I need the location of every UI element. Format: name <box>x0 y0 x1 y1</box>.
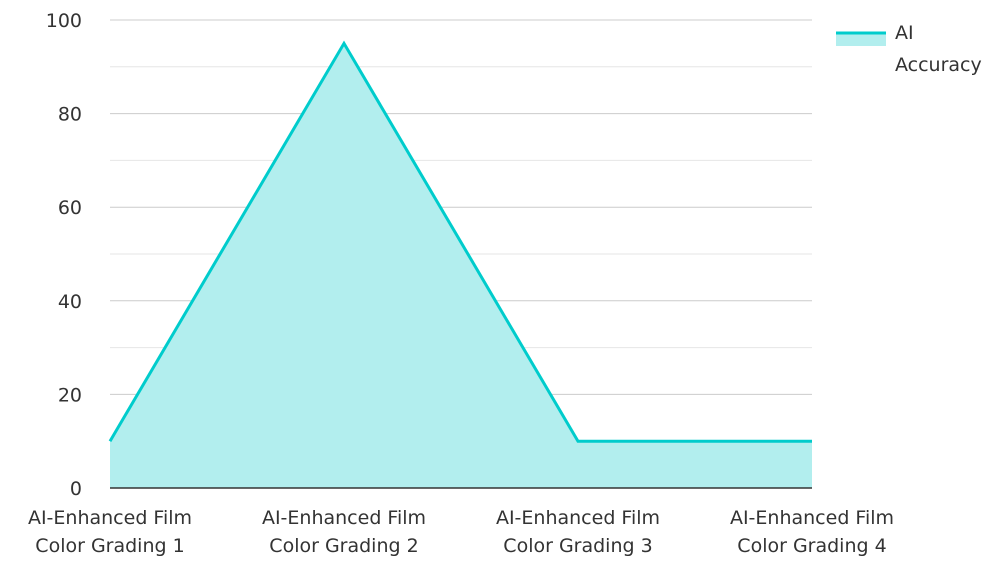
x-tick-label: AI-Enhanced Film Color Grading 3 <box>496 507 660 557</box>
y-tick-label: 40 <box>58 291 82 313</box>
legend-swatch-fill <box>836 33 886 46</box>
x-tick-label: AI-Enhanced Film Color Grading 4 <box>730 507 894 557</box>
axis-labels: 0 20 40 60 80 100 AI-Enhanced Film Color Gradin… <box>28 10 894 557</box>
series-line <box>108 40 812 443</box>
y-tick-label: 0 <box>70 478 82 500</box>
y-tick-label: 80 <box>58 104 82 126</box>
x-tick-label: AI-Enhanced Film Color Grading 1 <box>28 507 192 557</box>
x-tick-label: AI-Enhanced Film Color Grading 2 <box>262 507 426 557</box>
series-area-fill <box>110 43 812 489</box>
series-area <box>108 40 812 489</box>
legend-label: AI Accuracy <box>895 22 982 76</box>
y-tick-label: 100 <box>46 10 82 32</box>
legend: AI Accuracy <box>836 22 982 76</box>
y-tick-label: 60 <box>58 197 82 219</box>
y-tick-label: 20 <box>58 384 82 406</box>
